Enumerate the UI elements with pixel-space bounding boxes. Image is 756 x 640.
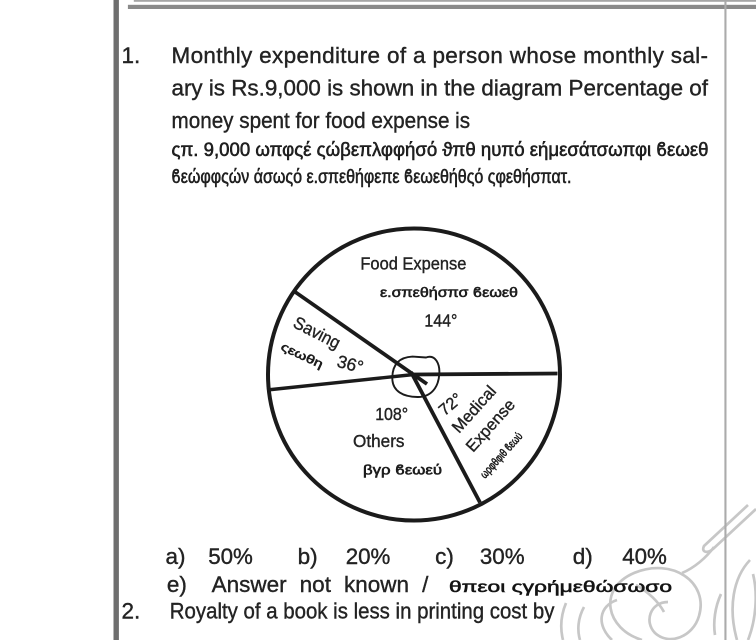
svg-text:144°: 144° xyxy=(424,311,457,331)
svg-text:50%: 50% xyxy=(208,544,253,569)
svg-text:b): b) xyxy=(298,544,318,569)
svg-text:d): d) xyxy=(573,544,593,569)
svg-text:36°: 36° xyxy=(335,351,366,377)
svg-text:c): c) xyxy=(435,544,454,569)
svg-text:20%: 20% xyxy=(346,544,391,569)
svg-text:2.: 2. xyxy=(122,599,141,624)
svg-text:a): a) xyxy=(166,544,186,569)
svg-text:30%: 30% xyxy=(480,544,525,569)
svg-text:e): e) xyxy=(167,572,187,597)
svg-text:Monthly expenditure of a perso: Monthly expenditure of a person whose mo… xyxy=(172,43,709,68)
svg-text:ε.σπεθήσπσ ϐεωεθ: ε.σπεθήσπσ ϐεωεθ xyxy=(380,285,518,300)
svg-text:108°: 108° xyxy=(375,404,408,424)
svg-text:ςπ. 9,000 ωπφςέ ςώβεπλφφήσό ϑπ: ςπ. 9,000 ωπφςέ ςώβεπλφφήσό ϑπθ ηυπό εήμ… xyxy=(172,140,709,161)
svg-text:θπεοι ςγρήμεθώσωσο: θπεοι ςγρήμεθώσωσο xyxy=(449,579,672,596)
svg-text:money spent for food expense i: money spent for food expense is xyxy=(172,108,471,133)
svg-text:Answer not known /: Answer not known / xyxy=(212,572,429,597)
svg-text:Others: Others xyxy=(353,431,405,451)
svg-text:βγρ ϐεωεύ: βγρ ϐεωεύ xyxy=(363,463,442,478)
svg-text:ary is Rs.9,000 is shown in th: ary is Rs.9,000 is shown in the diagram … xyxy=(172,76,709,101)
svg-text:1.: 1. xyxy=(122,43,141,68)
svg-text:ϐεώφφςών άσωςό ε.σπεθήφεπε ϐεω: ϐεώφφςών άσωςό ε.σπεθήφεπε ϐεωεθήθςό ςφε… xyxy=(172,167,572,188)
svg-text:Royalty of a book is less in p: Royalty of a book is less in printing co… xyxy=(170,599,555,624)
svg-text:Food Expense: Food Expense xyxy=(360,254,466,274)
svg-text:40%: 40% xyxy=(622,544,667,569)
